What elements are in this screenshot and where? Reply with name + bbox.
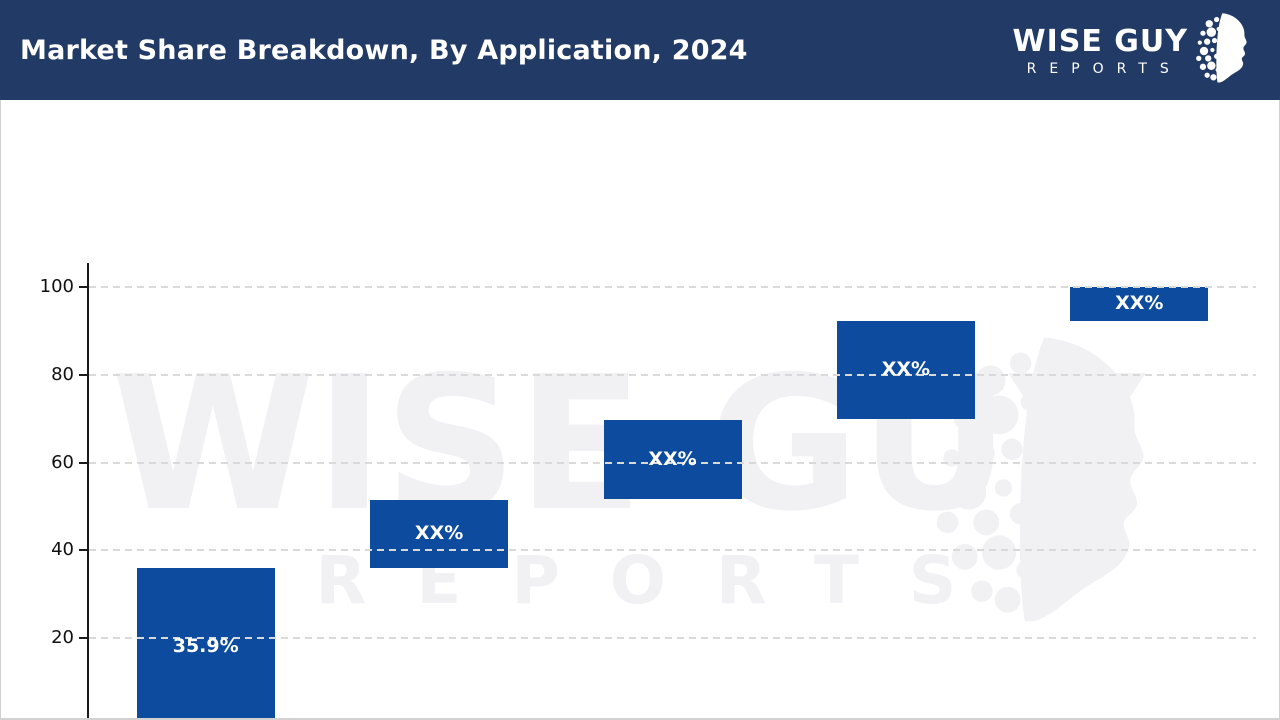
chart-area: WISE GUY REPORTS 02040608010035.9%Electr… — [0, 100, 1280, 720]
bar-value-label-3: XX% — [648, 447, 697, 470]
bar-value-label-1: 35.9% — [172, 635, 239, 658]
y-tick-label-20: 20 — [51, 627, 74, 649]
bar-2 — [370, 499, 509, 569]
gridline-40 — [89, 549, 1256, 552]
bar-5 — [1070, 286, 1209, 321]
page-title: Market Share Breakdown, By Application, … — [20, 34, 748, 66]
y-axis-line — [87, 263, 89, 718]
y-tick-label-40: 40 — [51, 539, 74, 561]
gridline-80 — [89, 373, 1256, 376]
gridline-60 — [89, 461, 1256, 464]
bar-value-label-4: XX% — [881, 358, 931, 381]
bar-value-label-5: XX% — [1115, 291, 1164, 314]
y-tick-20 — [79, 637, 87, 640]
y-tick-80 — [79, 373, 87, 376]
wiseguy-logo: WISE GUY REPORTS — [1012, 8, 1258, 92]
y-tick-100 — [79, 286, 87, 288]
y-tick-label-80: 80 — [51, 363, 74, 385]
gridline-20 — [89, 637, 1256, 640]
header-bar: Market Share Breakdown, By Application, … — [0, 0, 1280, 100]
wiseguy-head-icon — [1196, 13, 1247, 83]
y-tick-60 — [79, 461, 87, 464]
gridline-100 — [89, 286, 1256, 288]
bar-3 — [603, 420, 742, 500]
bar-1 — [136, 568, 275, 718]
y-tick-label-100: 100 — [39, 276, 74, 297]
bar-4 — [836, 321, 975, 420]
logo-text: WISE GUY REPORTS — [1012, 24, 1188, 77]
bar-value-label-2: XX% — [414, 522, 464, 545]
y-tick-40 — [79, 549, 87, 552]
y-tick-label-60: 60 — [51, 451, 74, 473]
y-tick-label-0: 0 — [14, 715, 74, 718]
logo-subtitle: REPORTS — [1026, 60, 1182, 77]
logo-wordmark: WISE GUY — [1012, 23, 1188, 59]
